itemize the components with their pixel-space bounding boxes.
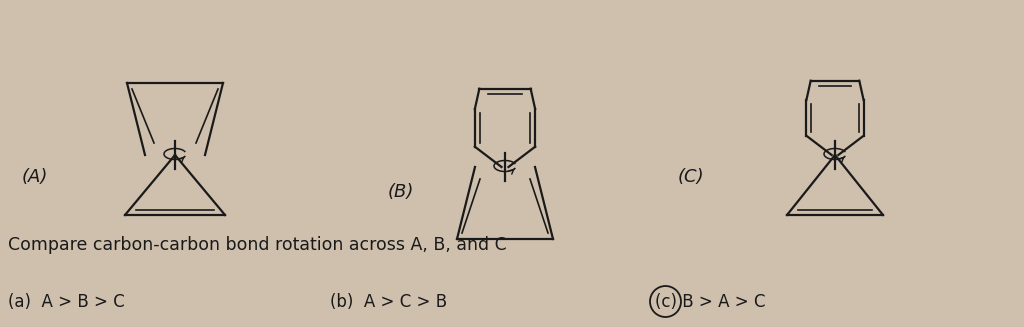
Text: (A): (A) xyxy=(22,168,48,186)
Text: (b)  A > C > B: (b) A > C > B xyxy=(330,293,447,311)
Text: Compare carbon-carbon bond rotation across A, B, and C: Compare carbon-carbon bond rotation acro… xyxy=(8,236,507,254)
Text: (c) B > A > C: (c) B > A > C xyxy=(655,293,766,311)
Text: (C): (C) xyxy=(678,168,705,186)
Text: (a)  A > B > C: (a) A > B > C xyxy=(8,293,125,311)
Text: (B): (B) xyxy=(388,183,415,201)
